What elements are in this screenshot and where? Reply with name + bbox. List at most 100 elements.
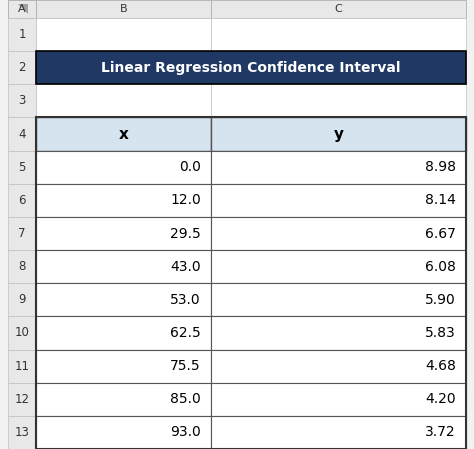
Bar [211,349,466,383]
Bar [36,383,211,416]
Text: 12: 12 [15,393,29,406]
Text: 29.5: 29.5 [170,226,201,241]
Bar [36,51,466,84]
Bar [8,349,36,383]
Text: 13: 13 [15,426,29,439]
Bar [211,416,466,449]
Text: 2: 2 [18,61,26,74]
Text: x: x [118,127,128,141]
Bar [8,0,36,18]
Bar [8,0,36,18]
Bar [8,84,36,118]
Text: 5.83: 5.83 [425,326,456,340]
Text: 0.0: 0.0 [179,160,201,174]
Bar [211,118,466,150]
Bar [211,217,466,250]
Bar [211,383,466,416]
Bar [36,250,211,283]
Bar [211,383,466,416]
Bar [8,18,36,51]
Text: 7: 7 [18,227,26,240]
Text: 3.72: 3.72 [425,425,456,440]
Bar [8,283,36,317]
Bar [211,184,466,217]
Bar [36,18,211,51]
Bar [36,0,211,18]
Text: 75.5: 75.5 [170,359,201,373]
Bar [8,150,36,184]
Bar [211,51,466,84]
Text: 8.98: 8.98 [425,160,456,174]
Bar [211,283,466,317]
Text: 4.20: 4.20 [425,392,456,406]
Bar [36,383,211,416]
Bar [211,217,466,250]
Bar [211,184,466,217]
Bar [211,250,466,283]
Text: 1: 1 [18,28,26,41]
Bar [36,283,211,317]
Bar [36,217,211,250]
Text: A: A [18,4,26,14]
Text: 6: 6 [18,194,26,207]
Text: 6.08: 6.08 [425,260,456,273]
Bar [36,118,211,150]
Text: 3: 3 [18,94,26,107]
Bar [8,250,36,283]
Bar [8,317,36,349]
Text: y: y [334,127,344,141]
Bar [36,317,211,349]
Bar [36,217,211,250]
Bar [36,283,211,317]
Bar [36,118,211,150]
Text: C: C [335,4,342,14]
Bar [211,84,466,118]
Bar [8,51,36,84]
Bar [36,349,211,383]
Bar [36,317,211,349]
Text: 8.14: 8.14 [425,194,456,207]
Bar [8,118,36,150]
Text: 4.68: 4.68 [425,359,456,373]
Bar [36,184,211,217]
Bar [211,250,466,283]
Text: 10: 10 [15,326,29,339]
Bar [36,184,211,217]
Bar [36,84,211,118]
Polygon shape [18,4,28,14]
Text: 5: 5 [18,161,26,174]
Bar [211,283,466,317]
Bar [8,217,36,250]
Bar [36,51,211,84]
Bar [8,416,36,449]
Bar [36,349,211,383]
Text: 9: 9 [18,293,26,306]
Bar [211,150,466,184]
Text: 62.5: 62.5 [170,326,201,340]
Bar [36,416,211,449]
Bar [8,383,36,416]
Bar [211,317,466,349]
Bar [36,250,211,283]
Text: B: B [120,4,128,14]
Text: 85.0: 85.0 [170,392,201,406]
Text: 12.0: 12.0 [170,194,201,207]
Bar [36,416,211,449]
Text: 43.0: 43.0 [170,260,201,273]
Text: 53.0: 53.0 [170,293,201,307]
Text: Linear Regression Confidence Interval: Linear Regression Confidence Interval [101,61,401,75]
Text: 6.67: 6.67 [425,226,456,241]
Text: 11: 11 [15,360,29,373]
Text: 4: 4 [18,128,26,141]
Text: 93.0: 93.0 [170,425,201,440]
Bar [211,150,466,184]
Bar [211,18,466,51]
Bar [211,118,466,150]
Bar [211,317,466,349]
Bar [36,118,466,449]
Bar [36,150,211,184]
Text: 8: 8 [18,260,26,273]
Bar [36,150,211,184]
Bar [211,349,466,383]
Bar [8,184,36,217]
